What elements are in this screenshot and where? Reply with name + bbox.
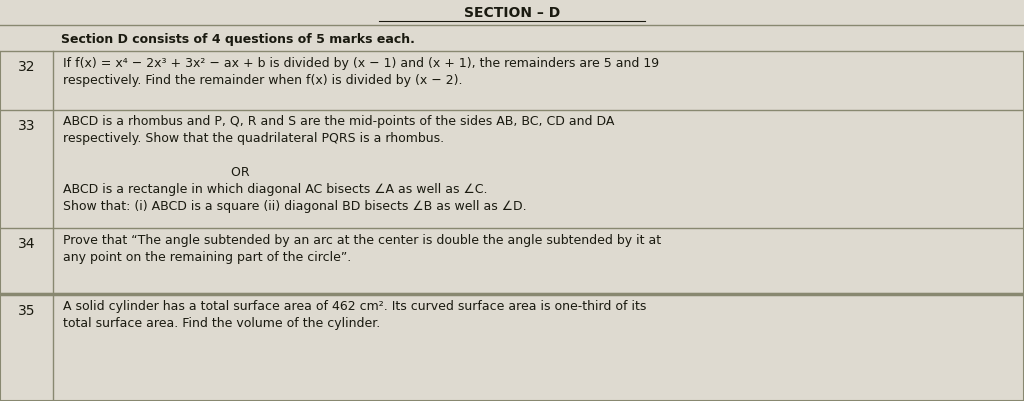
Text: 35: 35	[17, 303, 36, 317]
Text: 34: 34	[17, 237, 36, 251]
Text: 32: 32	[17, 60, 36, 74]
Bar	[0, 0, 1024, 26]
Text: Section D consists of 4 questions of 5 marks each.: Section D consists of 4 questions of 5 m…	[61, 32, 416, 46]
Text: If f(x) = x⁴ − 2x³ + 3x² − ax + b is divided by (x − 1) and (x + 1), the remaind: If f(x) = x⁴ − 2x³ + 3x² − ax + b is div…	[63, 57, 659, 87]
Text: A solid cylinder has a total surface area of 462 cm². Its curved surface area is: A solid cylinder has a total surface are…	[63, 300, 647, 330]
Text: SECTION – D: SECTION – D	[464, 6, 560, 20]
Text: 33: 33	[17, 118, 36, 132]
Bar	[0, 26, 1024, 52]
Text: Prove that “The angle subtended by an arc at the center is double the angle subt: Prove that “The angle subtended by an ar…	[63, 233, 662, 263]
Text: ABCD is a rhombus and P, Q, R and S are the mid-points of the sides AB, BC, CD a: ABCD is a rhombus and P, Q, R and S are …	[63, 115, 614, 213]
